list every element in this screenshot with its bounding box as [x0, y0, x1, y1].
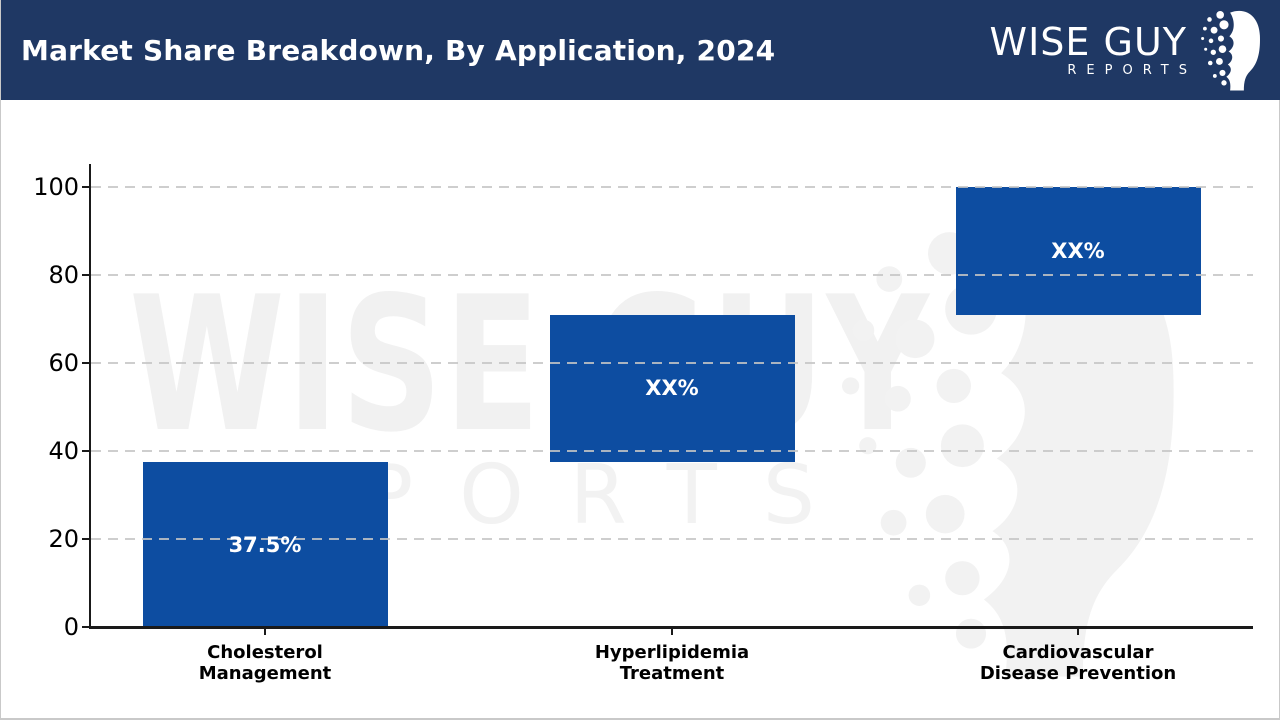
logo-wordmark: WISE GUY: [989, 19, 1187, 64]
grid-line: [91, 450, 1253, 452]
logo-text: WISE GUY REPORTS: [990, 23, 1187, 78]
header-bar: Market Share Breakdown, By Application, …: [1, 0, 1280, 100]
y-tick-mark: [82, 362, 90, 364]
x-tick-mark: [264, 629, 266, 635]
plot-area: WISE GUY REPORTS 37.5% XX% XX% 0 20 40 60 80 10…: [1, 100, 1280, 720]
x-axis-line: [89, 626, 1253, 629]
y-tick-mark: [82, 626, 90, 628]
grid-line: [91, 186, 1253, 188]
grid-line: [91, 362, 1253, 364]
y-axis-line: [89, 164, 91, 629]
y-tick-mark: [82, 450, 90, 452]
y-tick-mark: [82, 538, 90, 540]
y-tick-label: 0: [63, 613, 79, 641]
x-category-label: Cardiovascular Disease Prevention: [979, 642, 1177, 684]
logo-face-icon: [1201, 10, 1260, 91]
grid-line: [91, 538, 1253, 540]
y-tick-label: 60: [48, 349, 79, 377]
bar-value-label: XX%: [645, 376, 699, 401]
y-tick-label: 20: [48, 525, 79, 553]
bar-segment: [549, 314, 795, 462]
y-tick-mark: [82, 186, 90, 188]
y-tick-label: 40: [48, 437, 79, 465]
grid-line: [91, 274, 1253, 276]
x-category-label: Cholesterol Management: [198, 642, 332, 684]
wiseguy-logo: WISE GUY REPORTS: [990, 8, 1267, 92]
y-tick-label: 80: [48, 261, 79, 289]
bar-segment: [955, 187, 1201, 315]
logo-subtext: REPORTS: [1067, 62, 1197, 78]
chart-title: Market Share Breakdown, By Application, …: [21, 33, 776, 67]
y-tick-mark: [82, 274, 90, 276]
y-tick-label: 100: [33, 173, 79, 201]
bar-segment: [142, 462, 388, 627]
x-category-label: Hyperlipidemia Treatment: [594, 642, 750, 684]
bar-value-label: 37.5%: [228, 532, 302, 557]
bar-value-label: XX%: [1051, 238, 1105, 263]
x-tick-mark: [1077, 629, 1079, 635]
x-tick-mark: [671, 629, 673, 635]
